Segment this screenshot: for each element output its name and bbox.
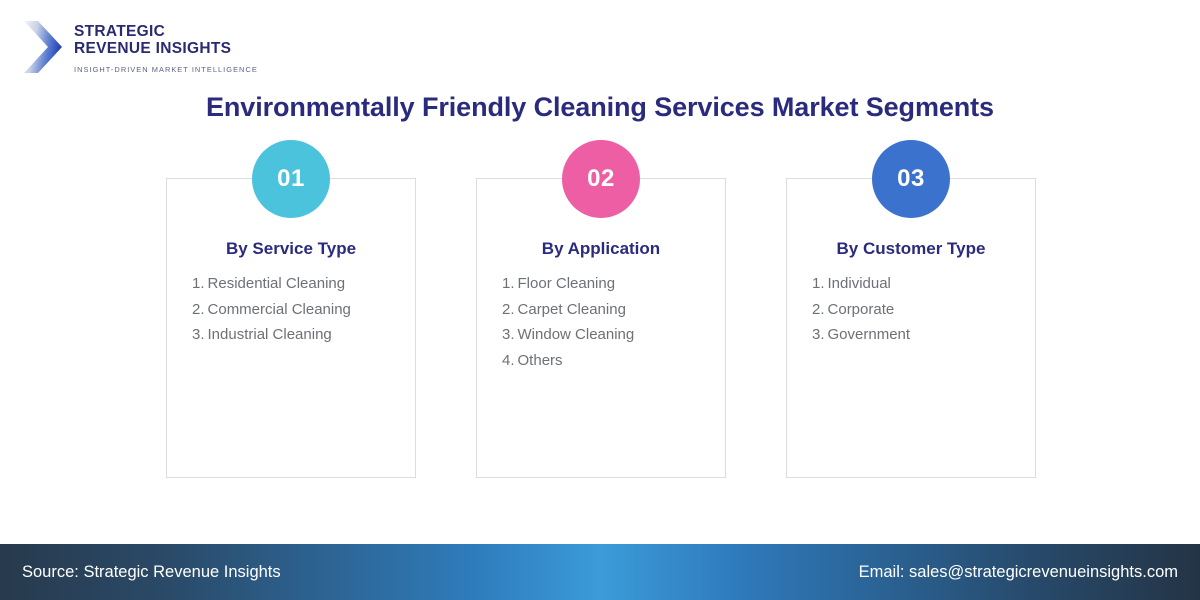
list-item-label: Floor Cleaning	[517, 275, 616, 292]
list-item-number: 2.	[192, 300, 205, 318]
list-item-number: 4.	[502, 351, 515, 369]
list-item-label: Carpet Cleaning	[517, 300, 626, 318]
list-item-label: Individual	[827, 275, 891, 292]
segment-cards: 01 By Service Type 1. Residential Cleanin…	[166, 140, 1036, 478]
list-item: 1. Floor Cleaning	[502, 271, 713, 297]
list-item-number: 2.	[502, 300, 515, 318]
brand-name-line1: STRATEGIC	[74, 23, 166, 40]
list-item-label: Corporate	[827, 300, 895, 318]
list-item-number: 2.	[812, 300, 825, 318]
list-item-label: Industrial Cleaning	[207, 326, 332, 343]
list-item: 1. Residential Cleaning	[192, 271, 403, 297]
list-item-number: 3.	[192, 326, 205, 343]
chevron-arrow-icon	[22, 18, 64, 76]
list-item-label: Commercial Cleaning	[207, 300, 351, 318]
footer-email: Email: sales@strategicrevenueinsights.co…	[858, 562, 1178, 581]
segment-number-badge: 01	[252, 140, 330, 218]
list-item-label: Window Cleaning	[517, 326, 635, 343]
brand-wordmark: STRATEGIC REVENUE INSIGHTS INSIGHT-DRIVE…	[74, 18, 258, 74]
list-item-label: Residential Cleaning	[207, 275, 346, 292]
segment-heading: By Service Type	[225, 239, 357, 258]
list-item: 3. Industrial Cleaning	[192, 322, 403, 348]
segment-heading: By Customer Type	[836, 239, 986, 258]
segment-item-list: 1. Individual 2. Corporate 3. Government	[812, 271, 1023, 348]
list-item-label: Government	[827, 326, 911, 343]
list-item: 2. Commercial Cleaning	[192, 297, 403, 323]
list-item: 2. Carpet Cleaning	[502, 297, 713, 323]
brand-name-line2: REVENUE INSIGHTS	[74, 40, 232, 58]
footer-bar: Source: Strategic Revenue Insights Email…	[0, 544, 1200, 600]
segment-item-list: 1. Residential Cleaning 2. Commercial Clea…	[192, 271, 403, 348]
list-item: 1. Individual	[812, 271, 1023, 297]
segment-card: 01 By Service Type 1. Residential Cleanin…	[166, 140, 416, 478]
list-item-number: 1.	[812, 275, 825, 292]
list-item-number: 1.	[502, 275, 515, 292]
list-item-number: 1.	[192, 275, 205, 292]
list-item: 4. Others	[502, 348, 713, 374]
footer-source: Source: Strategic Revenue Insights	[22, 562, 281, 581]
list-item: 3. Window Cleaning	[502, 322, 713, 348]
segment-heading: By Application	[541, 239, 661, 258]
brand-logo: STRATEGIC REVENUE INSIGHTS INSIGHT-DRIVE…	[22, 18, 258, 76]
segment-item-list: 1. Floor Cleaning 2. Carpet Cleaning 3. Win…	[502, 271, 713, 373]
brand-tagline: INSIGHT-DRIVEN MARKET INTELLIGENCE	[74, 64, 258, 74]
list-item-number: 3.	[502, 326, 515, 343]
list-item: 2. Corporate	[812, 297, 1023, 323]
segment-number-badge: 02	[562, 140, 640, 218]
list-item: 3. Government	[812, 322, 1023, 348]
list-item-label: Others	[517, 351, 563, 369]
list-item-number: 3.	[812, 326, 825, 343]
segment-number-badge: 03	[872, 140, 950, 218]
page-title: Environmentally Friendly Cleaning Servic…	[206, 92, 994, 122]
segment-card: 02 By Application 1. Floor Cleaning 2. Car…	[476, 140, 726, 478]
segment-card: 03 By Customer Type 1. Individual 2. Corpo…	[786, 140, 1036, 478]
